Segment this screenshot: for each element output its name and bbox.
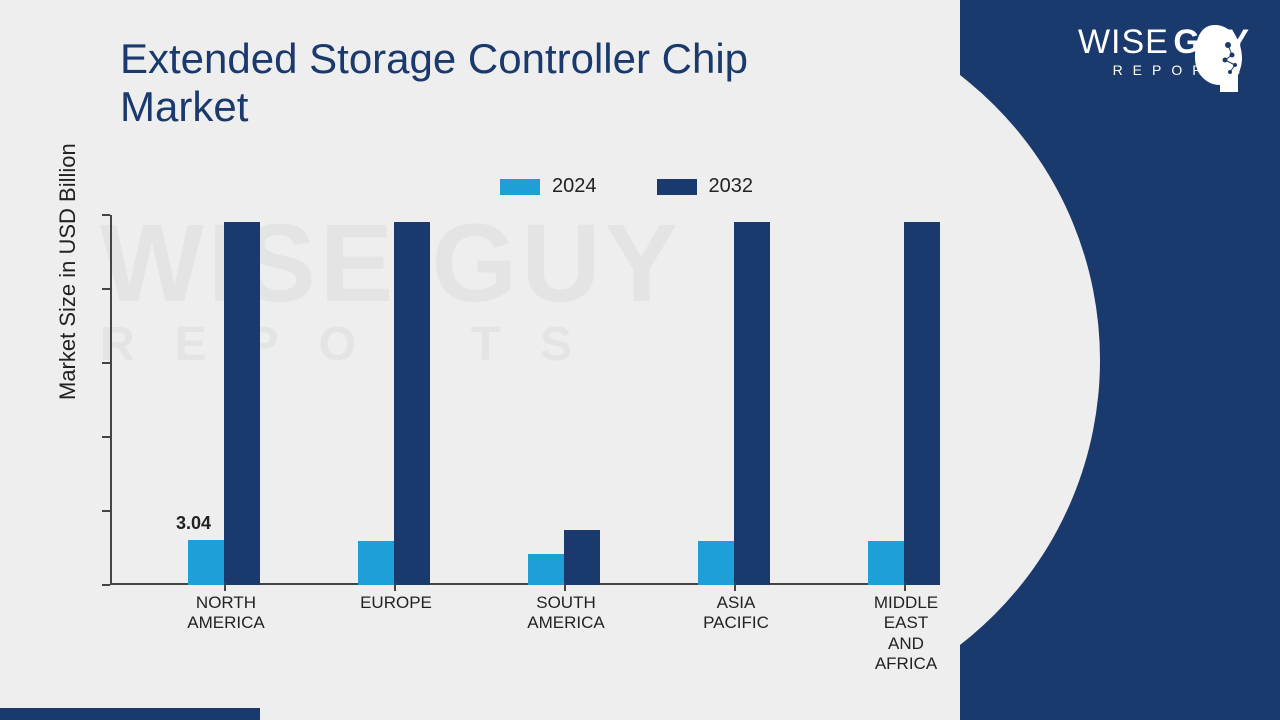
legend-label-a: 2024 xyxy=(552,175,597,198)
bar-series-b xyxy=(224,222,260,585)
chart-title: Extended Storage Controller Chip Market xyxy=(120,35,840,132)
legend: 2024 2032 xyxy=(500,175,753,198)
x-tick xyxy=(564,583,566,591)
category-label: MIDDLEEASTANDAFRICA xyxy=(846,593,966,675)
x-tick xyxy=(224,583,226,591)
category-label: ASIAPACIFIC xyxy=(676,593,796,634)
bottom-accent-bar xyxy=(0,708,260,720)
x-tick xyxy=(904,583,906,591)
y-axis xyxy=(110,215,112,585)
bar-series-a xyxy=(358,541,394,585)
brand-word-1: WISE xyxy=(1078,23,1169,61)
bar-series-a xyxy=(698,541,734,585)
bar-series-a xyxy=(188,540,224,585)
legend-label-b: 2032 xyxy=(709,175,754,198)
legend-swatch-b xyxy=(657,179,697,195)
bar-series-b xyxy=(564,530,600,585)
y-tick xyxy=(102,362,110,364)
bar-chart: 3.04 xyxy=(110,215,940,585)
legend-item-2024: 2024 xyxy=(500,175,597,198)
x-category-row: NORTHAMERICA EUROPE SOUTHAMERICA ASIAPACIFI… xyxy=(110,585,940,705)
bar-series-b xyxy=(394,222,430,585)
category-label: SOUTHAMERICA xyxy=(506,593,626,634)
x-tick xyxy=(394,583,396,591)
legend-swatch-a xyxy=(500,179,540,195)
category-label: NORTHAMERICA xyxy=(166,593,286,634)
x-tick xyxy=(734,583,736,591)
y-tick xyxy=(102,510,110,512)
bar-series-a xyxy=(528,554,564,585)
bar-series-b xyxy=(904,222,940,585)
y-tick xyxy=(102,288,110,290)
bar-series-a xyxy=(868,541,904,585)
bar-series-b xyxy=(734,222,770,585)
y-axis-label: Market Size in USD Billion xyxy=(55,143,81,400)
brand-head-icon xyxy=(1170,20,1250,100)
category-label: EUROPE xyxy=(336,593,456,613)
figure-canvas: WISE GUY REPORTS Extended Storage Contro… xyxy=(0,0,1280,720)
legend-item-2032: 2032 xyxy=(657,175,754,198)
y-tick xyxy=(102,436,110,438)
y-tick xyxy=(102,584,110,586)
y-tick xyxy=(102,214,110,216)
bar-value-label: 3.04 xyxy=(176,513,211,534)
